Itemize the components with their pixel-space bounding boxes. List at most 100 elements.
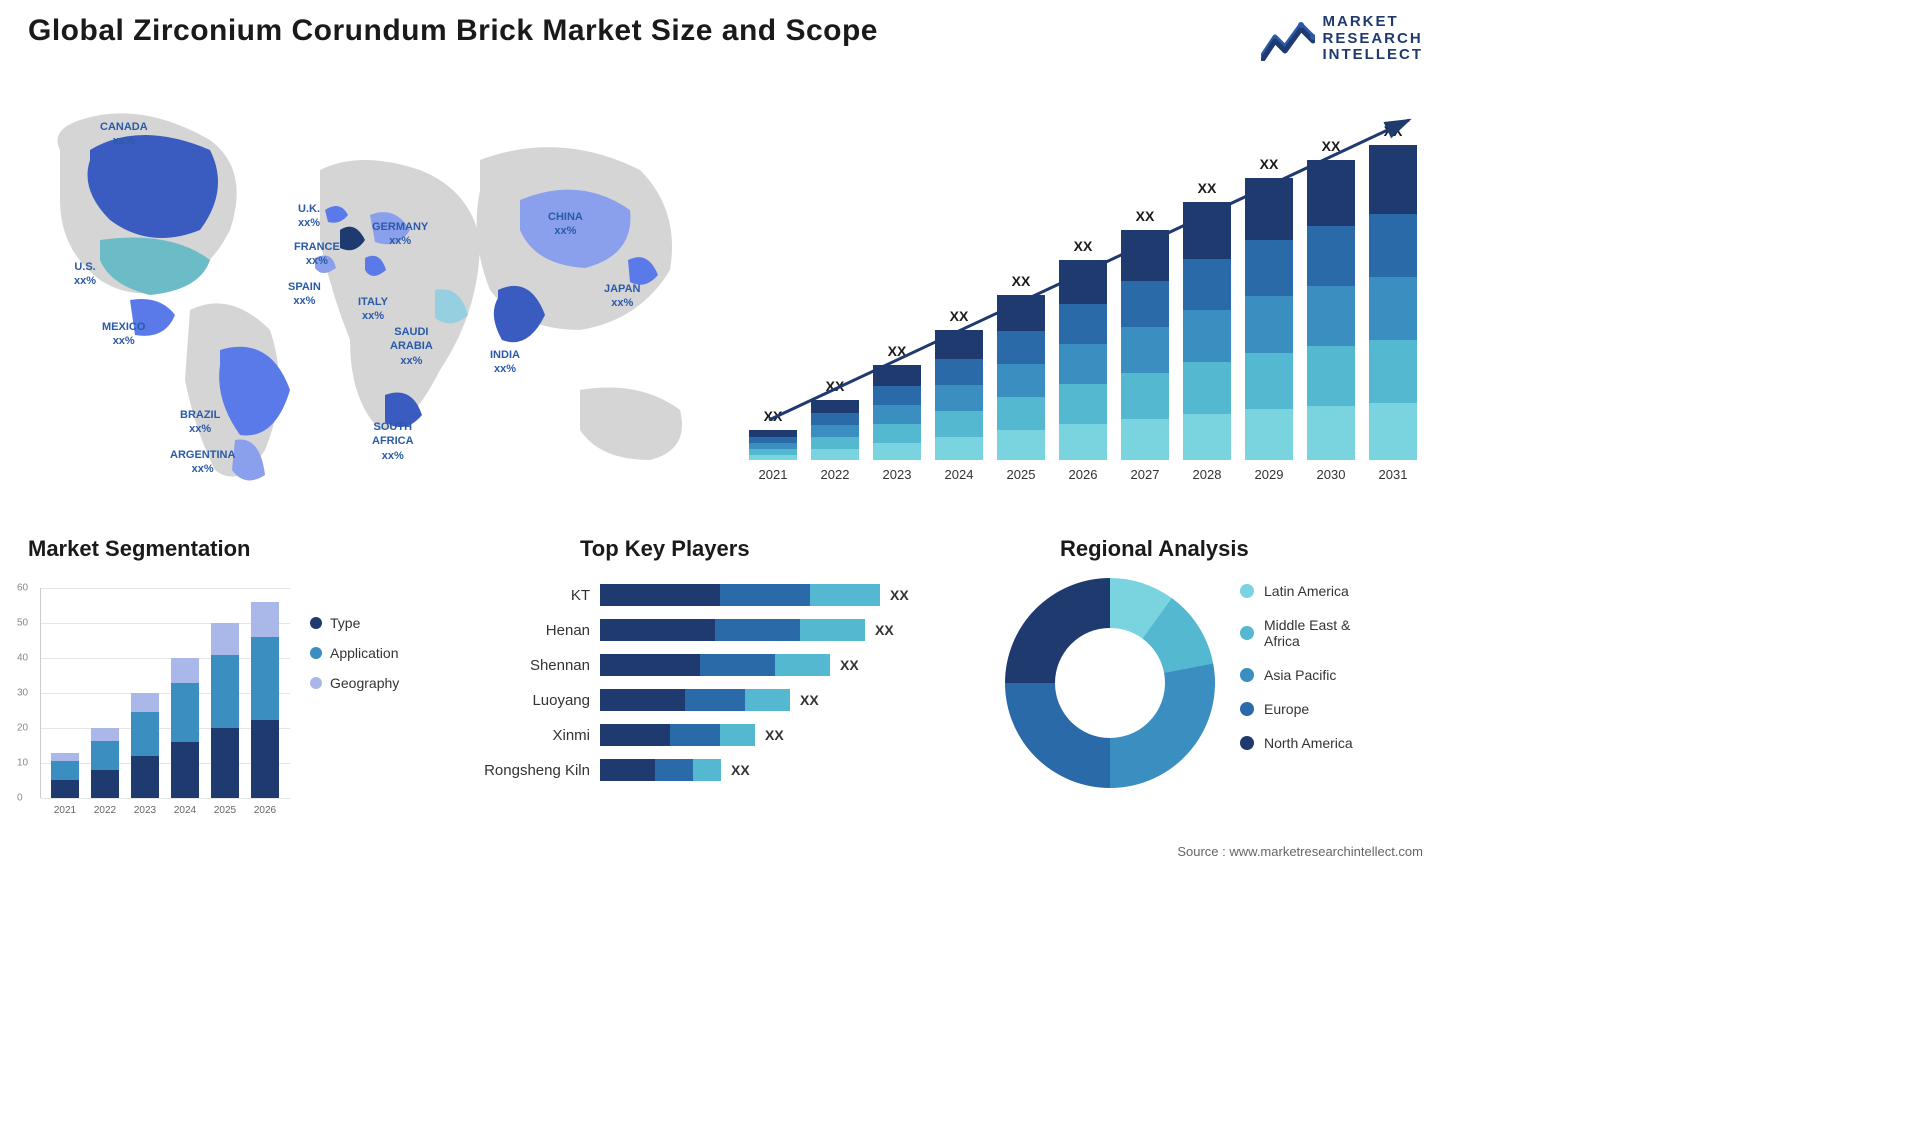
player-row: Shennan XX	[460, 652, 970, 678]
brand-logo: MARKET RESEARCH INTELLECT	[1261, 14, 1424, 64]
map-label: U.S.xx%	[74, 260, 96, 289]
player-row: KT XX	[460, 582, 970, 608]
map-label: ARGENTINAxx%	[170, 448, 235, 477]
seg-ylabel: 30	[17, 688, 28, 699]
regional-legend-item: Latin America	[1240, 583, 1353, 599]
players-chart: KT XX Henan XX Shennan XX Luoyang XX Xinmi XX Rong…	[460, 570, 970, 820]
seg-bar: 2023	[131, 693, 159, 798]
map-label: U.K.xx%	[298, 202, 320, 231]
main-bar-value: XX	[997, 273, 1045, 289]
map-label: CHINAxx%	[548, 210, 583, 239]
main-bar-year: 2026	[1059, 467, 1107, 482]
player-value: XX	[840, 657, 859, 673]
seg-bar: 2025	[211, 623, 239, 798]
regional-chart: Latin AmericaMiddle East &AfricaAsia Pac…	[1000, 543, 1430, 823]
main-bar-chart: 2021XX2022XX2023XX2024XX2025XX2026XX2027…	[739, 90, 1429, 490]
source-attribution: Source : www.marketresearchintellect.com	[1177, 844, 1423, 859]
seg-ylabel: 40	[17, 653, 28, 664]
seg-bar-year: 2021	[51, 805, 79, 816]
main-bar: 2030XX	[1307, 160, 1355, 460]
main-bar-year: 2024	[935, 467, 983, 482]
seg-ylabel: 10	[17, 758, 28, 769]
seg-bar: 2022	[91, 728, 119, 798]
seg-legend-item: Application	[310, 645, 399, 661]
main-bar: 2029XX	[1245, 178, 1293, 460]
map-label: SPAINxx%	[288, 280, 321, 309]
seg-bar-year: 2023	[131, 805, 159, 816]
map-label: GERMANYxx%	[372, 220, 428, 249]
main-bar-value: XX	[1307, 138, 1355, 154]
main-bar-value: XX	[1059, 238, 1107, 254]
player-bar	[600, 654, 830, 676]
map-label: INDIAxx%	[490, 348, 520, 377]
player-bar	[600, 584, 880, 606]
map-label: SOUTHAFRICAxx%	[372, 420, 414, 463]
player-name: Shennan	[460, 657, 600, 674]
player-name: Luoyang	[460, 692, 600, 709]
player-name: KT	[460, 587, 600, 604]
map-label: MEXICOxx%	[102, 320, 145, 349]
main-bar: 2021XX	[749, 430, 797, 460]
donut-slice	[1005, 578, 1110, 683]
main-bar: 2031XX	[1369, 145, 1417, 460]
seg-bar: 2026	[251, 602, 279, 798]
player-name: Henan	[460, 622, 600, 639]
main-bar: 2026XX	[1059, 260, 1107, 460]
seg-legend-item: Type	[310, 615, 399, 631]
player-name: Xinmi	[460, 727, 600, 744]
seg-bar: 2024	[171, 658, 199, 798]
map-label: FRANCExx%	[294, 240, 340, 269]
seg-ylabel: 50	[17, 618, 28, 629]
logo-line3: INTELLECT	[1323, 47, 1424, 64]
main-bar-year: 2027	[1121, 467, 1169, 482]
segmentation-legend: Type Application Geography	[310, 615, 399, 691]
main-bar-value: XX	[811, 378, 859, 394]
player-value: XX	[875, 622, 894, 638]
main-bar: 2028XX	[1183, 202, 1231, 460]
main-bar: 2022XX	[811, 400, 859, 460]
seg-legend-item: Geography	[310, 675, 399, 691]
main-bar-year: 2022	[811, 467, 859, 482]
map-label: BRAZILxx%	[180, 408, 220, 437]
main-bar-year: 2023	[873, 467, 921, 482]
main-bar-value: XX	[935, 308, 983, 324]
main-bar-value: XX	[1183, 180, 1231, 196]
player-row: Xinmi XX	[460, 722, 970, 748]
seg-bar: 2021	[51, 753, 79, 799]
regional-legend-item: Middle East &Africa	[1240, 617, 1353, 649]
main-bar: 2024XX	[935, 330, 983, 460]
segmentation-chart: 0102030405060202120222023202420252026 Ty…	[10, 570, 410, 820]
page-title: Global Zirconium Corundum Brick Market S…	[28, 14, 878, 48]
player-bar	[600, 724, 755, 746]
seg-ylabel: 60	[17, 583, 28, 594]
seg-bar-year: 2026	[251, 805, 279, 816]
players-title: Top Key Players	[580, 536, 750, 562]
main-bar-year: 2021	[749, 467, 797, 482]
main-bar-year: 2029	[1245, 467, 1293, 482]
map-label: SAUDIARABIAxx%	[390, 325, 433, 368]
seg-bar-year: 2024	[171, 805, 199, 816]
map-label: JAPANxx%	[604, 282, 640, 311]
main-bar-year: 2031	[1369, 467, 1417, 482]
seg-bar-year: 2025	[211, 805, 239, 816]
seg-bar-year: 2022	[91, 805, 119, 816]
player-value: XX	[765, 727, 784, 743]
player-value: XX	[731, 762, 750, 778]
donut-slice	[1110, 663, 1215, 788]
donut-slice	[1005, 683, 1110, 788]
regional-legend: Latin AmericaMiddle East &AfricaAsia Pac…	[1240, 583, 1353, 751]
player-value: XX	[890, 587, 909, 603]
logo-line2: RESEARCH	[1323, 31, 1424, 48]
player-row: Henan XX	[460, 617, 970, 643]
player-value: XX	[800, 692, 819, 708]
main-bar: 2027XX	[1121, 230, 1169, 460]
seg-ylabel: 0	[17, 793, 23, 804]
player-row: Luoyang XX	[460, 687, 970, 713]
main-bar: 2025XX	[997, 295, 1045, 460]
player-name: Rongsheng Kiln	[460, 762, 600, 779]
main-bar: 2023XX	[873, 365, 921, 460]
world-map: CANADAxx%U.S.xx%MEXICOxx%BRAZILxx%ARGENT…	[20, 90, 710, 490]
segmentation-title: Market Segmentation	[28, 536, 251, 562]
logo-line1: MARKET	[1323, 14, 1424, 31]
main-bar-value: XX	[749, 408, 797, 424]
